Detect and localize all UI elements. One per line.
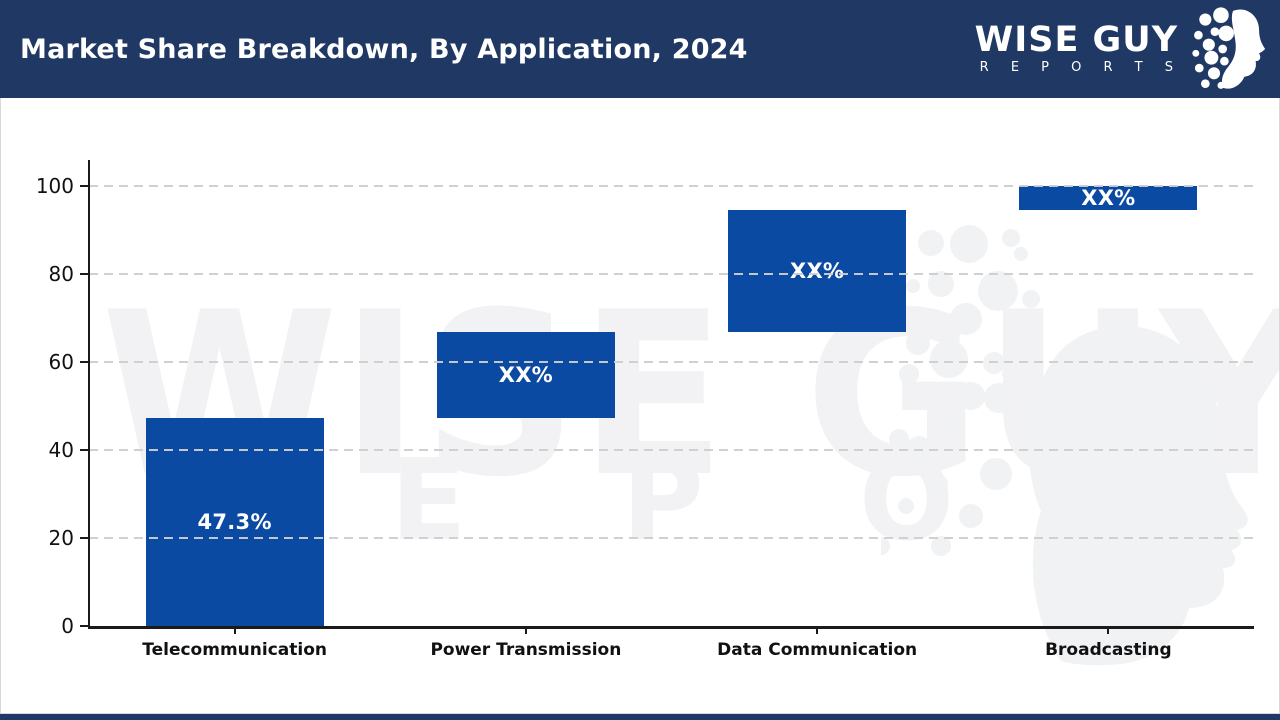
bar-value-label: XX% <box>1081 186 1136 211</box>
chart-area: WISE GUY R E P O R T S 47.3%XX%XX%XX%020… <box>0 98 1280 713</box>
y-tick-mark-20 <box>80 537 88 539</box>
bar-data-communication: XX% <box>728 210 907 332</box>
x-tick-mark-4 <box>1107 626 1110 634</box>
x-category-label: Data Communication <box>717 640 918 660</box>
x-tick-mark-3 <box>816 626 819 634</box>
y-tick-mark-100 <box>80 185 88 187</box>
y-tick-label-60: 60 <box>48 350 74 374</box>
y-tick-mark-40 <box>80 449 88 451</box>
gridline-y100 <box>89 185 1254 187</box>
x-category-label: Telecommunication <box>142 640 327 660</box>
x-category-label: Broadcasting <box>1045 640 1172 660</box>
bar-value-label: XX% <box>789 258 845 283</box>
y-tick-mark-80 <box>80 273 88 275</box>
bar-value-label: 47.3% <box>197 509 272 534</box>
footer-bar <box>0 713 1280 720</box>
x-category-label: Power Transmission <box>430 640 622 660</box>
page-title: Market Share Breakdown, By Application, … <box>20 33 748 65</box>
y-tick-label-20: 20 <box>48 526 74 550</box>
bar-value-label: XX% <box>498 362 554 387</box>
x-tick-mark-1 <box>233 626 236 634</box>
bar-broadcasting: XX% <box>1019 186 1198 211</box>
y-tick-label-100: 100 <box>35 174 74 198</box>
header-bar: Market Share Breakdown, By Application, … <box>0 0 1280 98</box>
y-axis-line <box>88 160 90 628</box>
y-tick-label-80: 80 <box>48 262 74 286</box>
gridline-y60 <box>89 361 1254 363</box>
bar-power-transmission: XX% <box>436 331 615 418</box>
x-tick-mark-2 <box>524 626 527 634</box>
dotted-head-profile-icon <box>1192 7 1266 89</box>
bar-telecommunication: 47.3% <box>145 417 324 626</box>
y-tick-mark-0 <box>80 625 88 627</box>
brand-name: WISE GUY <box>974 20 1179 60</box>
brand-subname: R E P O R T S <box>979 60 1182 75</box>
y-tick-label-0: 0 <box>61 614 74 638</box>
y-tick-label-40: 40 <box>48 438 74 462</box>
y-tick-mark-60 <box>80 361 88 363</box>
brand-wordmark: WISE GUY R E P O R T S <box>971 22 1182 76</box>
brand-logo: WISE GUY R E P O R T S <box>971 5 1280 93</box>
gridline-y20 <box>89 537 1254 539</box>
x-axis-line <box>88 626 1254 629</box>
gridline-y80 <box>89 273 1254 275</box>
gridline-y40 <box>89 449 1254 451</box>
dotted-head-profile-watermark <box>881 225 1248 666</box>
